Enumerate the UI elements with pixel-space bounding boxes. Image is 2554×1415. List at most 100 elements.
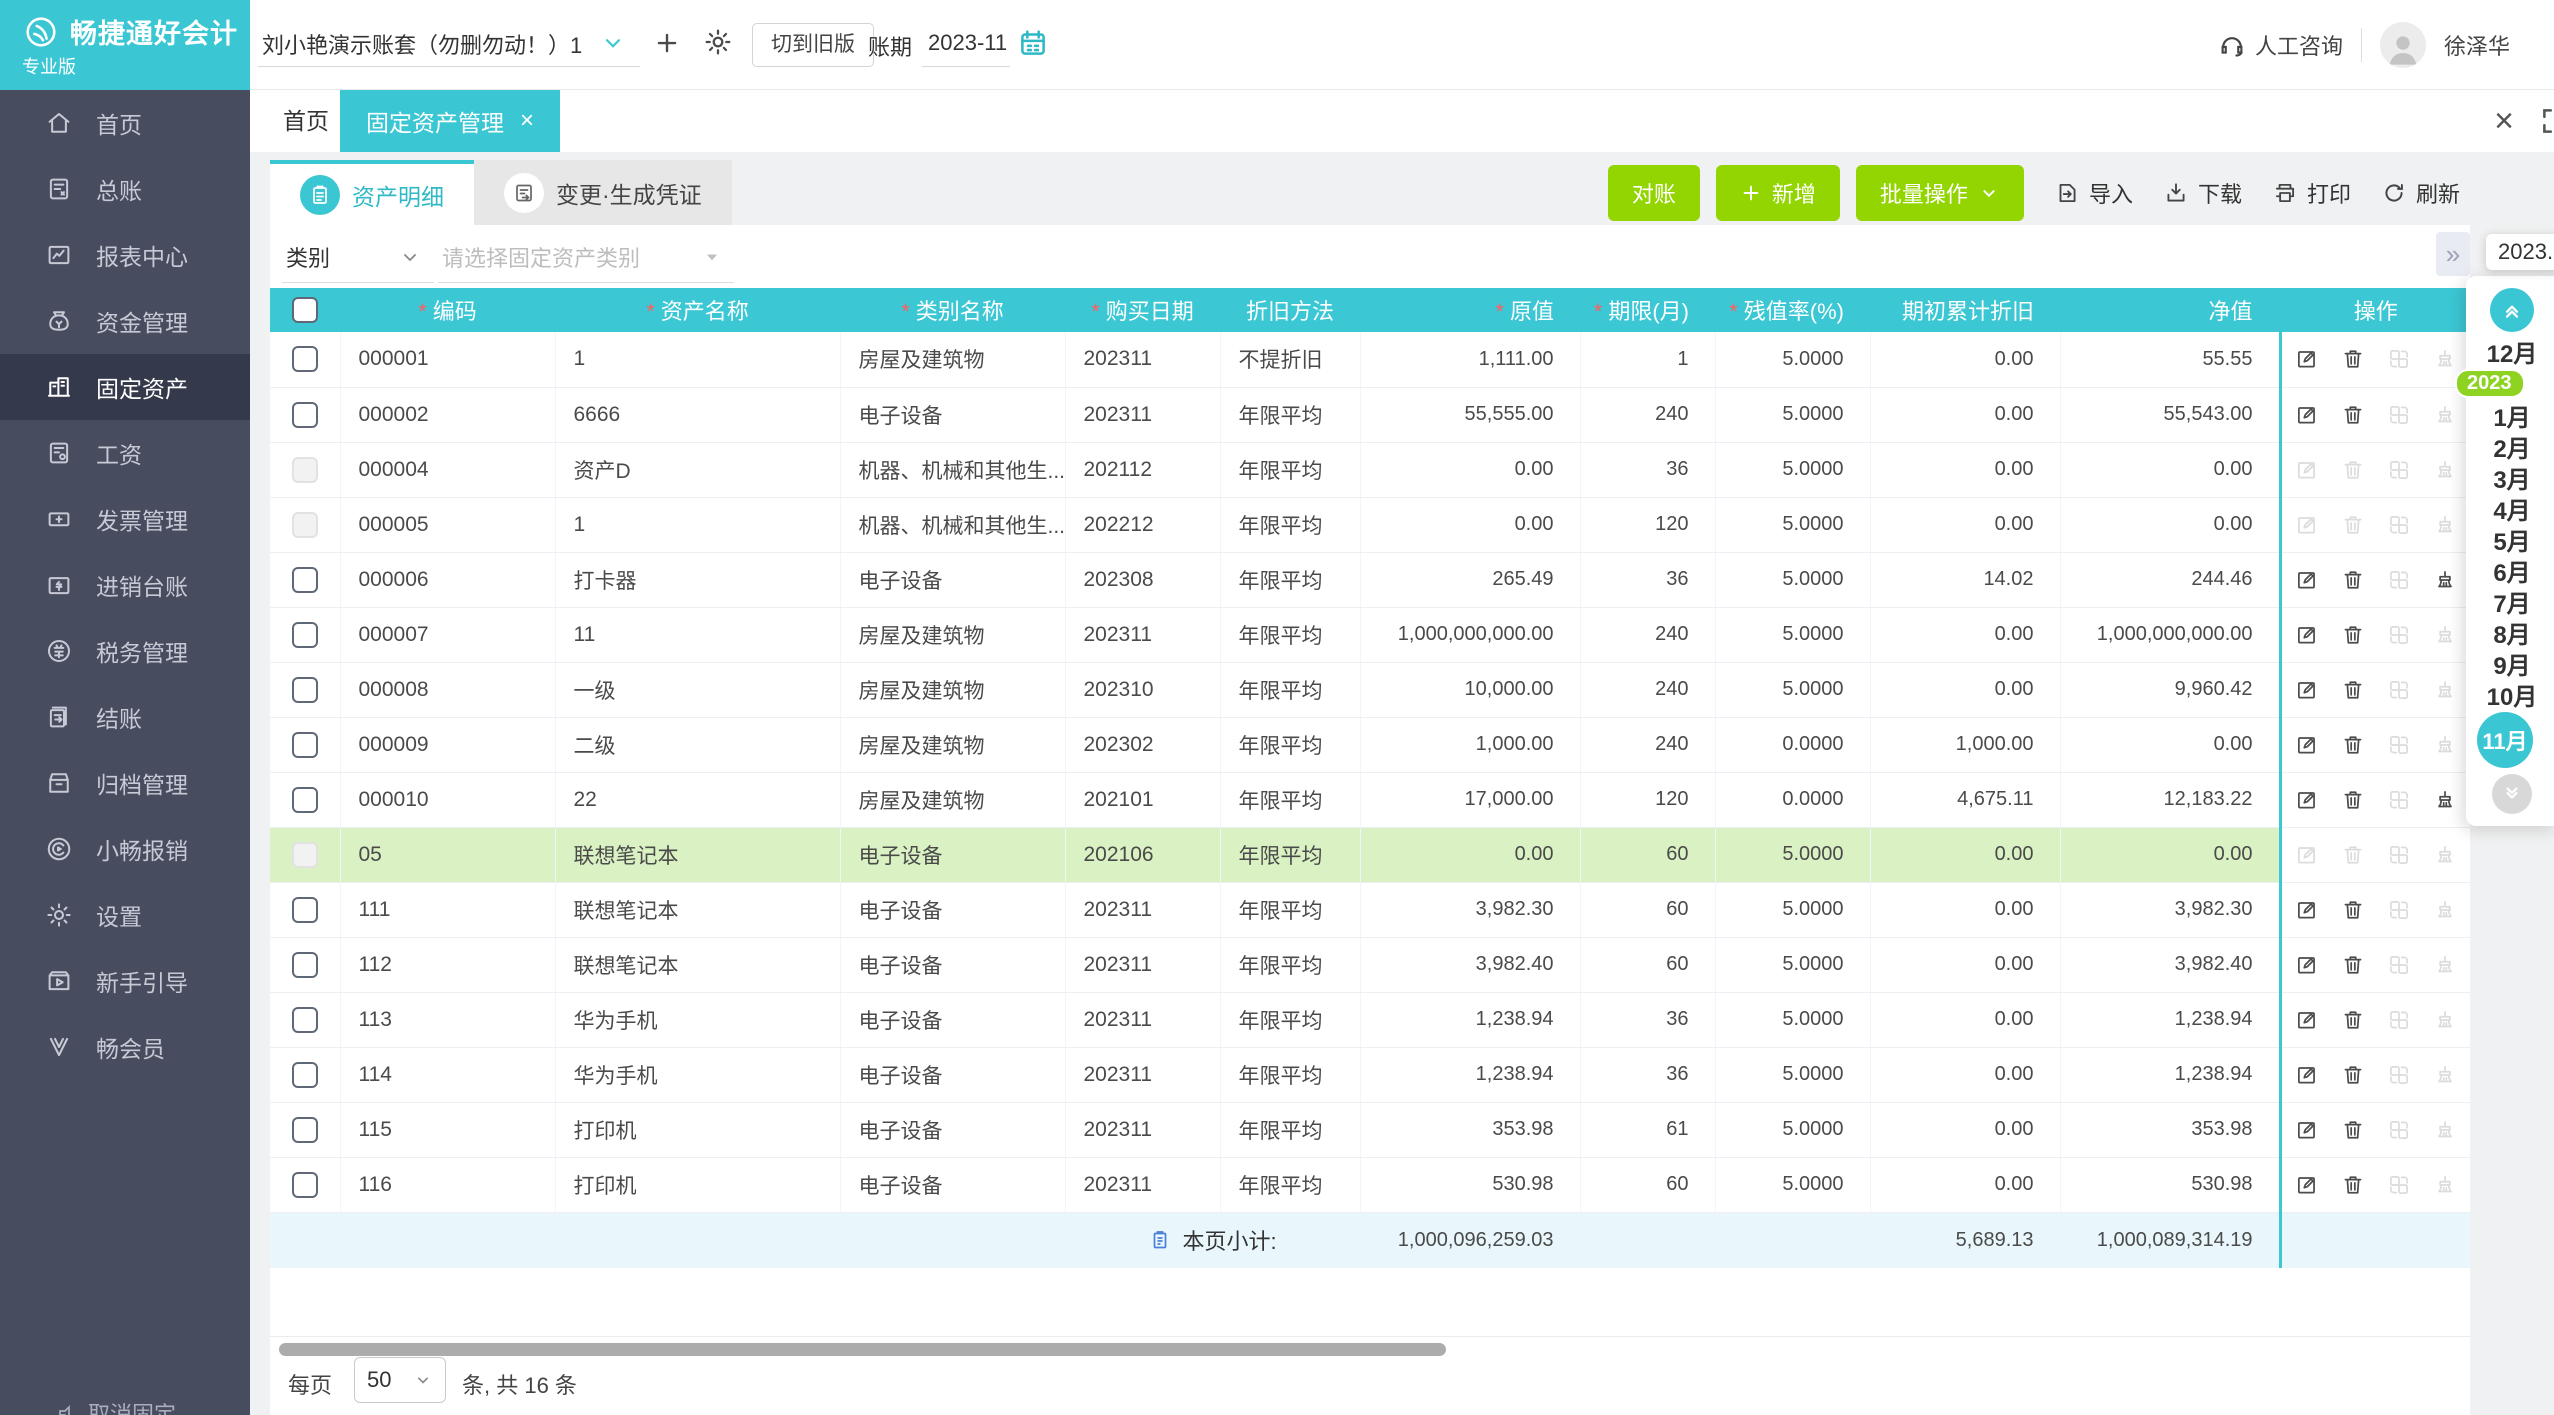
column-header-11[interactable]: 操作	[2278, 288, 2470, 332]
row-checkbox[interactable]	[291, 676, 318, 703]
calendar-month-12[interactable]: 11月	[2477, 712, 2533, 768]
delete-icon[interactable]	[2340, 1117, 2366, 1143]
edit-icon[interactable]	[2294, 787, 2320, 813]
cleanup-brush-icon[interactable]	[2432, 787, 2458, 813]
select-all-checkbox[interactable]	[292, 297, 318, 323]
calendar-month-3[interactable]: 2月	[2493, 436, 2531, 463]
period-value[interactable]: 2023-11	[928, 30, 1008, 55]
column-header-7[interactable]: * 期限(月)	[1580, 288, 1715, 332]
filter-field-select[interactable]: 类别	[286, 246, 331, 271]
sidebar-item-archive[interactable]: 归档管理	[0, 750, 250, 816]
sidebar-item-closing[interactable]: 结账	[0, 684, 250, 750]
column-header-9[interactable]: 期初累计折旧	[1870, 288, 2060, 332]
close-page-icon[interactable]: ×	[2476, 90, 2532, 152]
calendar-collapse-icon[interactable]: »	[2436, 232, 2470, 276]
category-filter-input[interactable]: 请选择固定资产类别	[442, 246, 641, 271]
delete-icon[interactable]	[2340, 1062, 2366, 1088]
edit-icon[interactable]	[2294, 402, 2320, 428]
column-header-6[interactable]: * 原值	[1360, 288, 1580, 332]
sidebar-item-guide[interactable]: 新手引导	[0, 948, 250, 1014]
row-checkbox[interactable]	[291, 1116, 318, 1143]
tab-fixed-assets[interactable]: 固定资产管理 ×	[340, 90, 561, 152]
edit-icon[interactable]	[2294, 897, 2320, 923]
account-selector[interactable]: 刘小艳演示账套（勿删勿动！）1	[262, 33, 583, 58]
calendar-month-7[interactable]: 6月	[2493, 560, 2531, 587]
calendar-month-6[interactable]: 5月	[2493, 529, 2531, 556]
delete-icon[interactable]	[2340, 897, 2366, 923]
delete-icon[interactable]	[2340, 732, 2366, 758]
column-header-5[interactable]: 折旧方法	[1220, 288, 1360, 332]
row-checkbox[interactable]	[291, 951, 318, 978]
sidebar-item-tax[interactable]: 税务管理	[0, 618, 250, 684]
sidebar-item-funds[interactable]: 资金管理	[0, 288, 250, 354]
sidebar-item-salary[interactable]: 工资	[0, 420, 250, 486]
sidebar-item-ledger[interactable]: 总账	[0, 156, 250, 222]
row-checkbox[interactable]	[291, 786, 318, 813]
delete-icon[interactable]	[2340, 1172, 2366, 1198]
settings-gear-icon[interactable]	[702, 26, 734, 58]
edit-icon[interactable]	[2294, 346, 2320, 372]
tab-home[interactable]: 首页	[283, 108, 329, 134]
calendar-scroll-down-icon[interactable]	[2492, 774, 2532, 814]
edit-icon[interactable]	[2294, 622, 2320, 648]
sidebar-unpin[interactable]: 取消固定	[56, 1397, 176, 1415]
column-header-10[interactable]: 净值	[2060, 288, 2280, 332]
add-button[interactable]: 新增	[1715, 165, 1840, 221]
sidebar-item-building[interactable]: 固定资产	[0, 354, 250, 420]
calendar-month-5[interactable]: 4月	[2493, 498, 2531, 525]
row-checkbox[interactable]	[291, 896, 318, 923]
import-link[interactable]: 导入	[2054, 177, 2133, 209]
sidebar-item-ledger2[interactable]: 进销台账	[0, 552, 250, 618]
sidebar-item-report[interactable]: 报表中心	[0, 222, 250, 288]
column-header-1[interactable]: * 编码	[340, 288, 555, 332]
sidebar-item-gear[interactable]: 设置	[0, 882, 250, 948]
delete-icon[interactable]	[2340, 952, 2366, 978]
delete-icon[interactable]	[2340, 346, 2366, 372]
delete-icon[interactable]	[2340, 787, 2366, 813]
row-checkbox[interactable]	[291, 731, 318, 758]
delete-icon[interactable]	[2340, 567, 2366, 593]
support-link[interactable]: 人工咨询	[2217, 29, 2343, 61]
edit-icon[interactable]	[2294, 1062, 2320, 1088]
calendar-icon[interactable]	[1016, 26, 1050, 60]
row-checkbox[interactable]	[291, 346, 318, 373]
per-page-select[interactable]: 50	[354, 1357, 446, 1403]
row-checkbox[interactable]	[291, 1006, 318, 1033]
edit-icon[interactable]	[2294, 1117, 2320, 1143]
calendar-month-2[interactable]: 1月	[2493, 405, 2531, 432]
edit-icon[interactable]	[2294, 1007, 2320, 1033]
calendar-month-1[interactable]: 12月	[2486, 341, 2538, 368]
sidebar-item-reimburse[interactable]: 小畅报销	[0, 816, 250, 882]
calendar-month-9[interactable]: 8月	[2493, 622, 2531, 649]
edit-icon[interactable]	[2294, 952, 2320, 978]
fullscreen-icon[interactable]	[2538, 104, 2554, 138]
calendar-month-8[interactable]: 7月	[2493, 591, 2531, 618]
row-checkbox[interactable]	[291, 1061, 318, 1088]
column-header-2[interactable]: * 资产名称	[555, 288, 840, 332]
column-header-3[interactable]: * 类别名称	[840, 288, 1065, 332]
edit-icon[interactable]	[2294, 732, 2320, 758]
row-checkbox[interactable]	[291, 1171, 318, 1198]
row-checkbox[interactable]	[291, 566, 318, 593]
horizontal-scrollbar[interactable]	[279, 1343, 1446, 1356]
column-header-4[interactable]: * 购买日期	[1065, 288, 1220, 332]
edit-icon[interactable]	[2294, 677, 2320, 703]
refresh-link[interactable]: 刷新	[2381, 177, 2460, 209]
delete-icon[interactable]	[2340, 622, 2366, 648]
filter-field-chevron-icon[interactable]	[398, 245, 422, 269]
sidebar-item-member[interactable]: 畅会员	[0, 1014, 250, 1080]
avatar[interactable]	[2379, 22, 2426, 68]
column-header-8[interactable]: * 残值率(%)	[1715, 288, 1870, 332]
switch-old-version-button[interactable]: 切到旧版	[752, 23, 874, 67]
delete-icon[interactable]	[2340, 402, 2366, 428]
cleanup-brush-icon[interactable]	[2432, 567, 2458, 593]
batch-actions-button[interactable]: 批量操作	[1855, 165, 2024, 221]
user-name[interactable]: 徐泽华	[2443, 34, 2510, 59]
print-link[interactable]: 打印	[2272, 177, 2351, 209]
row-checkbox[interactable]	[291, 401, 318, 428]
reconcile-button[interactable]: 对账	[1607, 165, 1700, 221]
delete-icon[interactable]	[2340, 677, 2366, 703]
edit-icon[interactable]	[2294, 1172, 2320, 1198]
sidebar-item-home[interactable]: 首页	[0, 90, 250, 156]
delete-icon[interactable]	[2340, 1007, 2366, 1033]
